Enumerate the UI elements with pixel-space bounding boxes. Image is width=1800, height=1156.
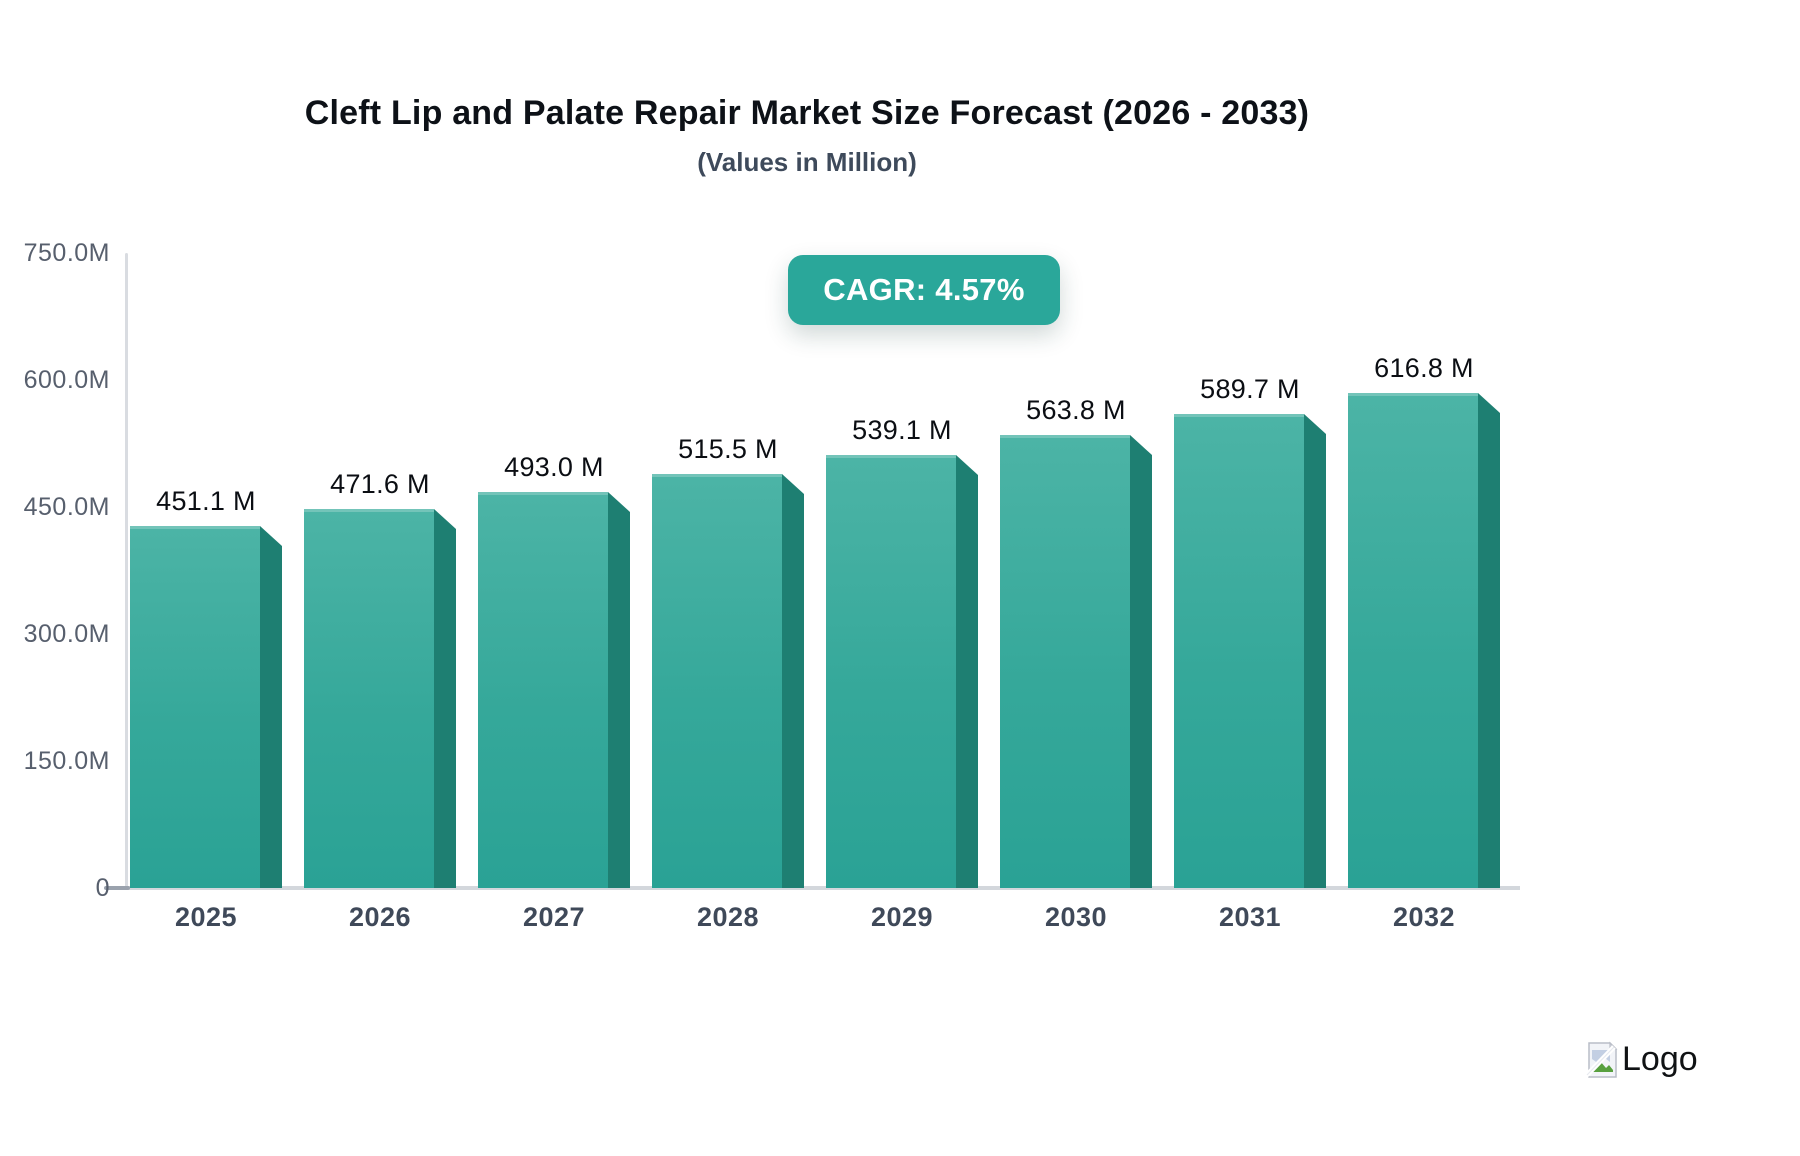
bar-side-3d	[434, 509, 456, 888]
x-axis-label: 2032	[1392, 902, 1456, 932]
y-axis-tick-label: 300.0M	[23, 620, 110, 648]
x-axis-label: 2027	[522, 902, 586, 932]
bar-side-3d	[1130, 435, 1152, 888]
x-axis-line	[125, 886, 1520, 890]
bar-face	[478, 492, 608, 888]
x-axis-label: 2030	[1044, 902, 1108, 932]
y-axis-tick-label: 450.0M	[23, 493, 110, 521]
zero-tick-mark	[104, 886, 130, 890]
bar-side-3d	[260, 526, 282, 888]
bar-value-label: 493.0 M	[504, 452, 604, 482]
y-axis-tick-label: 0	[95, 874, 110, 902]
bar-group-2027[interactable]	[478, 492, 630, 888]
bar-face	[652, 474, 782, 888]
bar-side-3d	[1478, 393, 1500, 888]
y-axis-tick-label: 750.0M	[23, 239, 110, 267]
x-axis-label: 2031	[1218, 902, 1282, 932]
x-axis-label: 2026	[348, 902, 412, 932]
y-axis-tick-label: 600.0M	[23, 366, 110, 394]
bar-group-2029[interactable]	[826, 455, 978, 888]
chart-header: Cleft Lip and Palate Repair Market Size …	[0, 94, 1614, 178]
logo-alt-text: Logo	[1622, 1040, 1698, 1078]
bar-group-2031[interactable]	[1174, 414, 1326, 888]
bar-value-label: 451.1 M	[156, 486, 256, 516]
page-subtitle: (Values in Million)	[697, 147, 917, 177]
broken-image-icon	[1585, 1041, 1618, 1078]
bar-face	[304, 509, 434, 888]
bar-side-3d	[1304, 414, 1326, 888]
page-title: Cleft Lip and Palate Repair Market Size …	[304, 94, 1310, 132]
bar-value-label: 616.8 M	[1374, 353, 1474, 383]
bar-side-3d	[782, 474, 804, 888]
bar-side-3d	[608, 492, 630, 888]
bar-value-label: 515.5 M	[678, 434, 778, 464]
bar-value-label: 563.8 M	[1026, 395, 1126, 425]
x-axis-label: 2029	[870, 902, 934, 932]
logo: Logo	[1584, 1040, 1698, 1079]
x-axis-label: 2028	[696, 902, 760, 932]
bar-face	[1174, 414, 1304, 888]
y-axis-tick-label: 150.0M	[23, 747, 110, 775]
bar-face	[1000, 435, 1130, 888]
bar-value-label: 471.6 M	[330, 469, 430, 499]
x-axis-label: 2025	[174, 902, 238, 932]
bar-value-label: 589.7 M	[1200, 374, 1300, 404]
bar-face	[130, 526, 260, 888]
bar-group-2025[interactable]	[130, 526, 282, 888]
bar-group-2030[interactable]	[1000, 435, 1152, 888]
y-axis-line	[125, 253, 128, 888]
bar-value-label: 539.1 M	[852, 415, 952, 445]
bar-group-2026[interactable]	[304, 509, 456, 888]
bar-group-2032[interactable]	[1348, 393, 1500, 888]
bar-group-2028[interactable]	[652, 474, 804, 888]
bar-face	[826, 455, 956, 888]
bar-side-3d	[956, 455, 978, 888]
cagr-badge: CAGR: 4.57%	[788, 255, 1060, 325]
bar-face	[1348, 393, 1478, 888]
